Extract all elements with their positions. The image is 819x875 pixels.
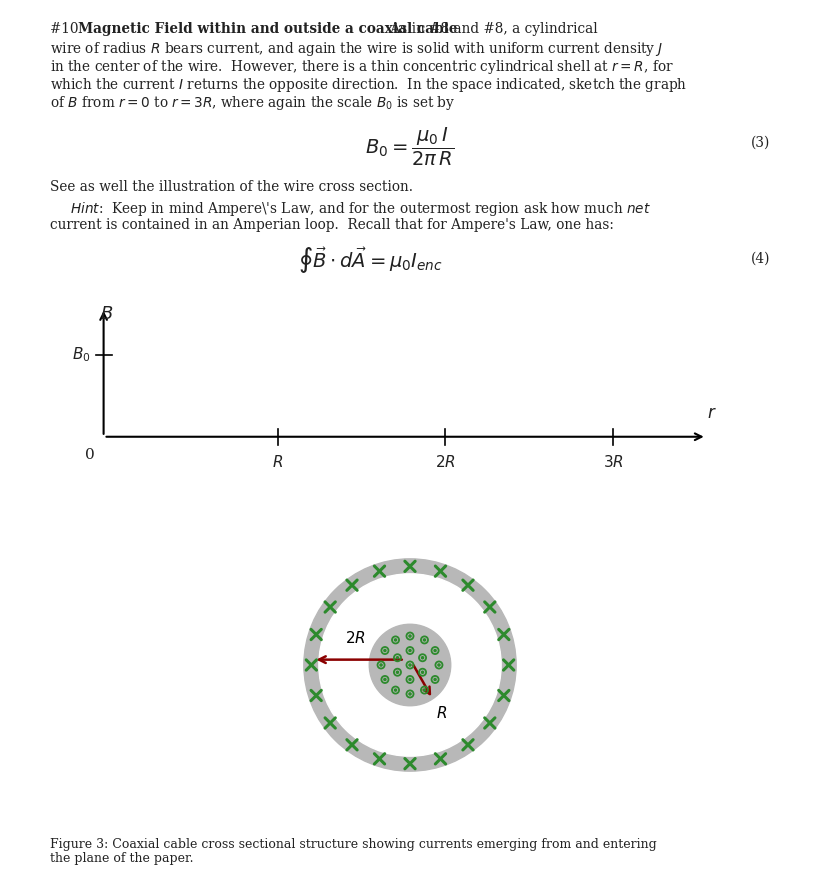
Text: $R$: $R$ (272, 453, 283, 470)
Circle shape (304, 559, 515, 771)
Text: $B_0$: $B_0$ (71, 346, 90, 364)
Text: (3): (3) (749, 136, 769, 150)
Text: $B_0 = \dfrac{\mu_0\, I}{2\pi\, R}$: $B_0 = \dfrac{\mu_0\, I}{2\pi\, R}$ (364, 126, 455, 168)
Circle shape (423, 689, 425, 691)
Text: As in #8 and #8, a cylindrical: As in #8 and #8, a cylindrical (386, 22, 597, 36)
Text: $R$: $R$ (436, 705, 446, 721)
Circle shape (396, 671, 398, 673)
Text: $r$: $r$ (706, 405, 716, 422)
Circle shape (433, 649, 436, 652)
Circle shape (394, 689, 396, 691)
Text: 0: 0 (85, 448, 95, 462)
Text: $3R$: $3R$ (602, 453, 622, 470)
Circle shape (383, 649, 386, 652)
Text: in the center of the wire.  However, there is a thin concentric cylindrical shel: in the center of the wire. However, ther… (50, 58, 673, 76)
Circle shape (369, 624, 450, 706)
Circle shape (421, 671, 423, 673)
Circle shape (409, 678, 410, 681)
Text: $2R$: $2R$ (345, 630, 366, 646)
Circle shape (409, 649, 410, 652)
Circle shape (423, 639, 425, 641)
Text: Magnetic Field within and outside a coaxial cable: Magnetic Field within and outside a coax… (78, 22, 457, 36)
Text: $\it{Hint}$:  Keep in mind Ampere\'s Law, and for the outermost region ask how m: $\it{Hint}$: Keep in mind Ampere\'s Law,… (70, 200, 650, 218)
Text: wire of radius $R$ bears current, and again the wire is solid with uniform curre: wire of radius $R$ bears current, and ag… (50, 40, 663, 58)
Circle shape (409, 635, 410, 637)
Text: See as well the illustration of the wire cross section.: See as well the illustration of the wire… (50, 180, 413, 194)
Text: $\oint \vec{B} \cdot d\vec{A} = \mu_0 I_{enc}$: $\oint \vec{B} \cdot d\vec{A} = \mu_0 I_… (297, 246, 442, 276)
Circle shape (433, 678, 436, 681)
Circle shape (319, 574, 500, 756)
Text: $2R$: $2R$ (434, 453, 455, 470)
Circle shape (379, 664, 382, 666)
Circle shape (409, 664, 410, 666)
Text: Figure 3: Coaxial cable cross sectional structure showing currents emerging from: Figure 3: Coaxial cable cross sectional … (50, 838, 656, 851)
Circle shape (383, 678, 386, 681)
Text: #10: #10 (50, 22, 83, 36)
Text: current is contained in an Amperian loop.  Recall that for Ampere's Law, one has: current is contained in an Amperian loop… (50, 218, 613, 232)
Circle shape (437, 664, 440, 666)
Text: the plane of the paper.: the plane of the paper. (50, 852, 193, 865)
Text: which the current $I$ returns the opposite direction.  In the space indicated, s: which the current $I$ returns the opposi… (50, 76, 686, 94)
Circle shape (421, 657, 423, 659)
Circle shape (394, 639, 396, 641)
Circle shape (396, 657, 398, 659)
Text: $B$: $B$ (100, 305, 114, 323)
Circle shape (409, 693, 410, 695)
Text: of $B$ from $r = 0$ to $r = 3R$, where again the scale $B_0$ is set by: of $B$ from $r = 0$ to $r = 3R$, where a… (50, 94, 455, 112)
Text: (4): (4) (749, 252, 769, 266)
